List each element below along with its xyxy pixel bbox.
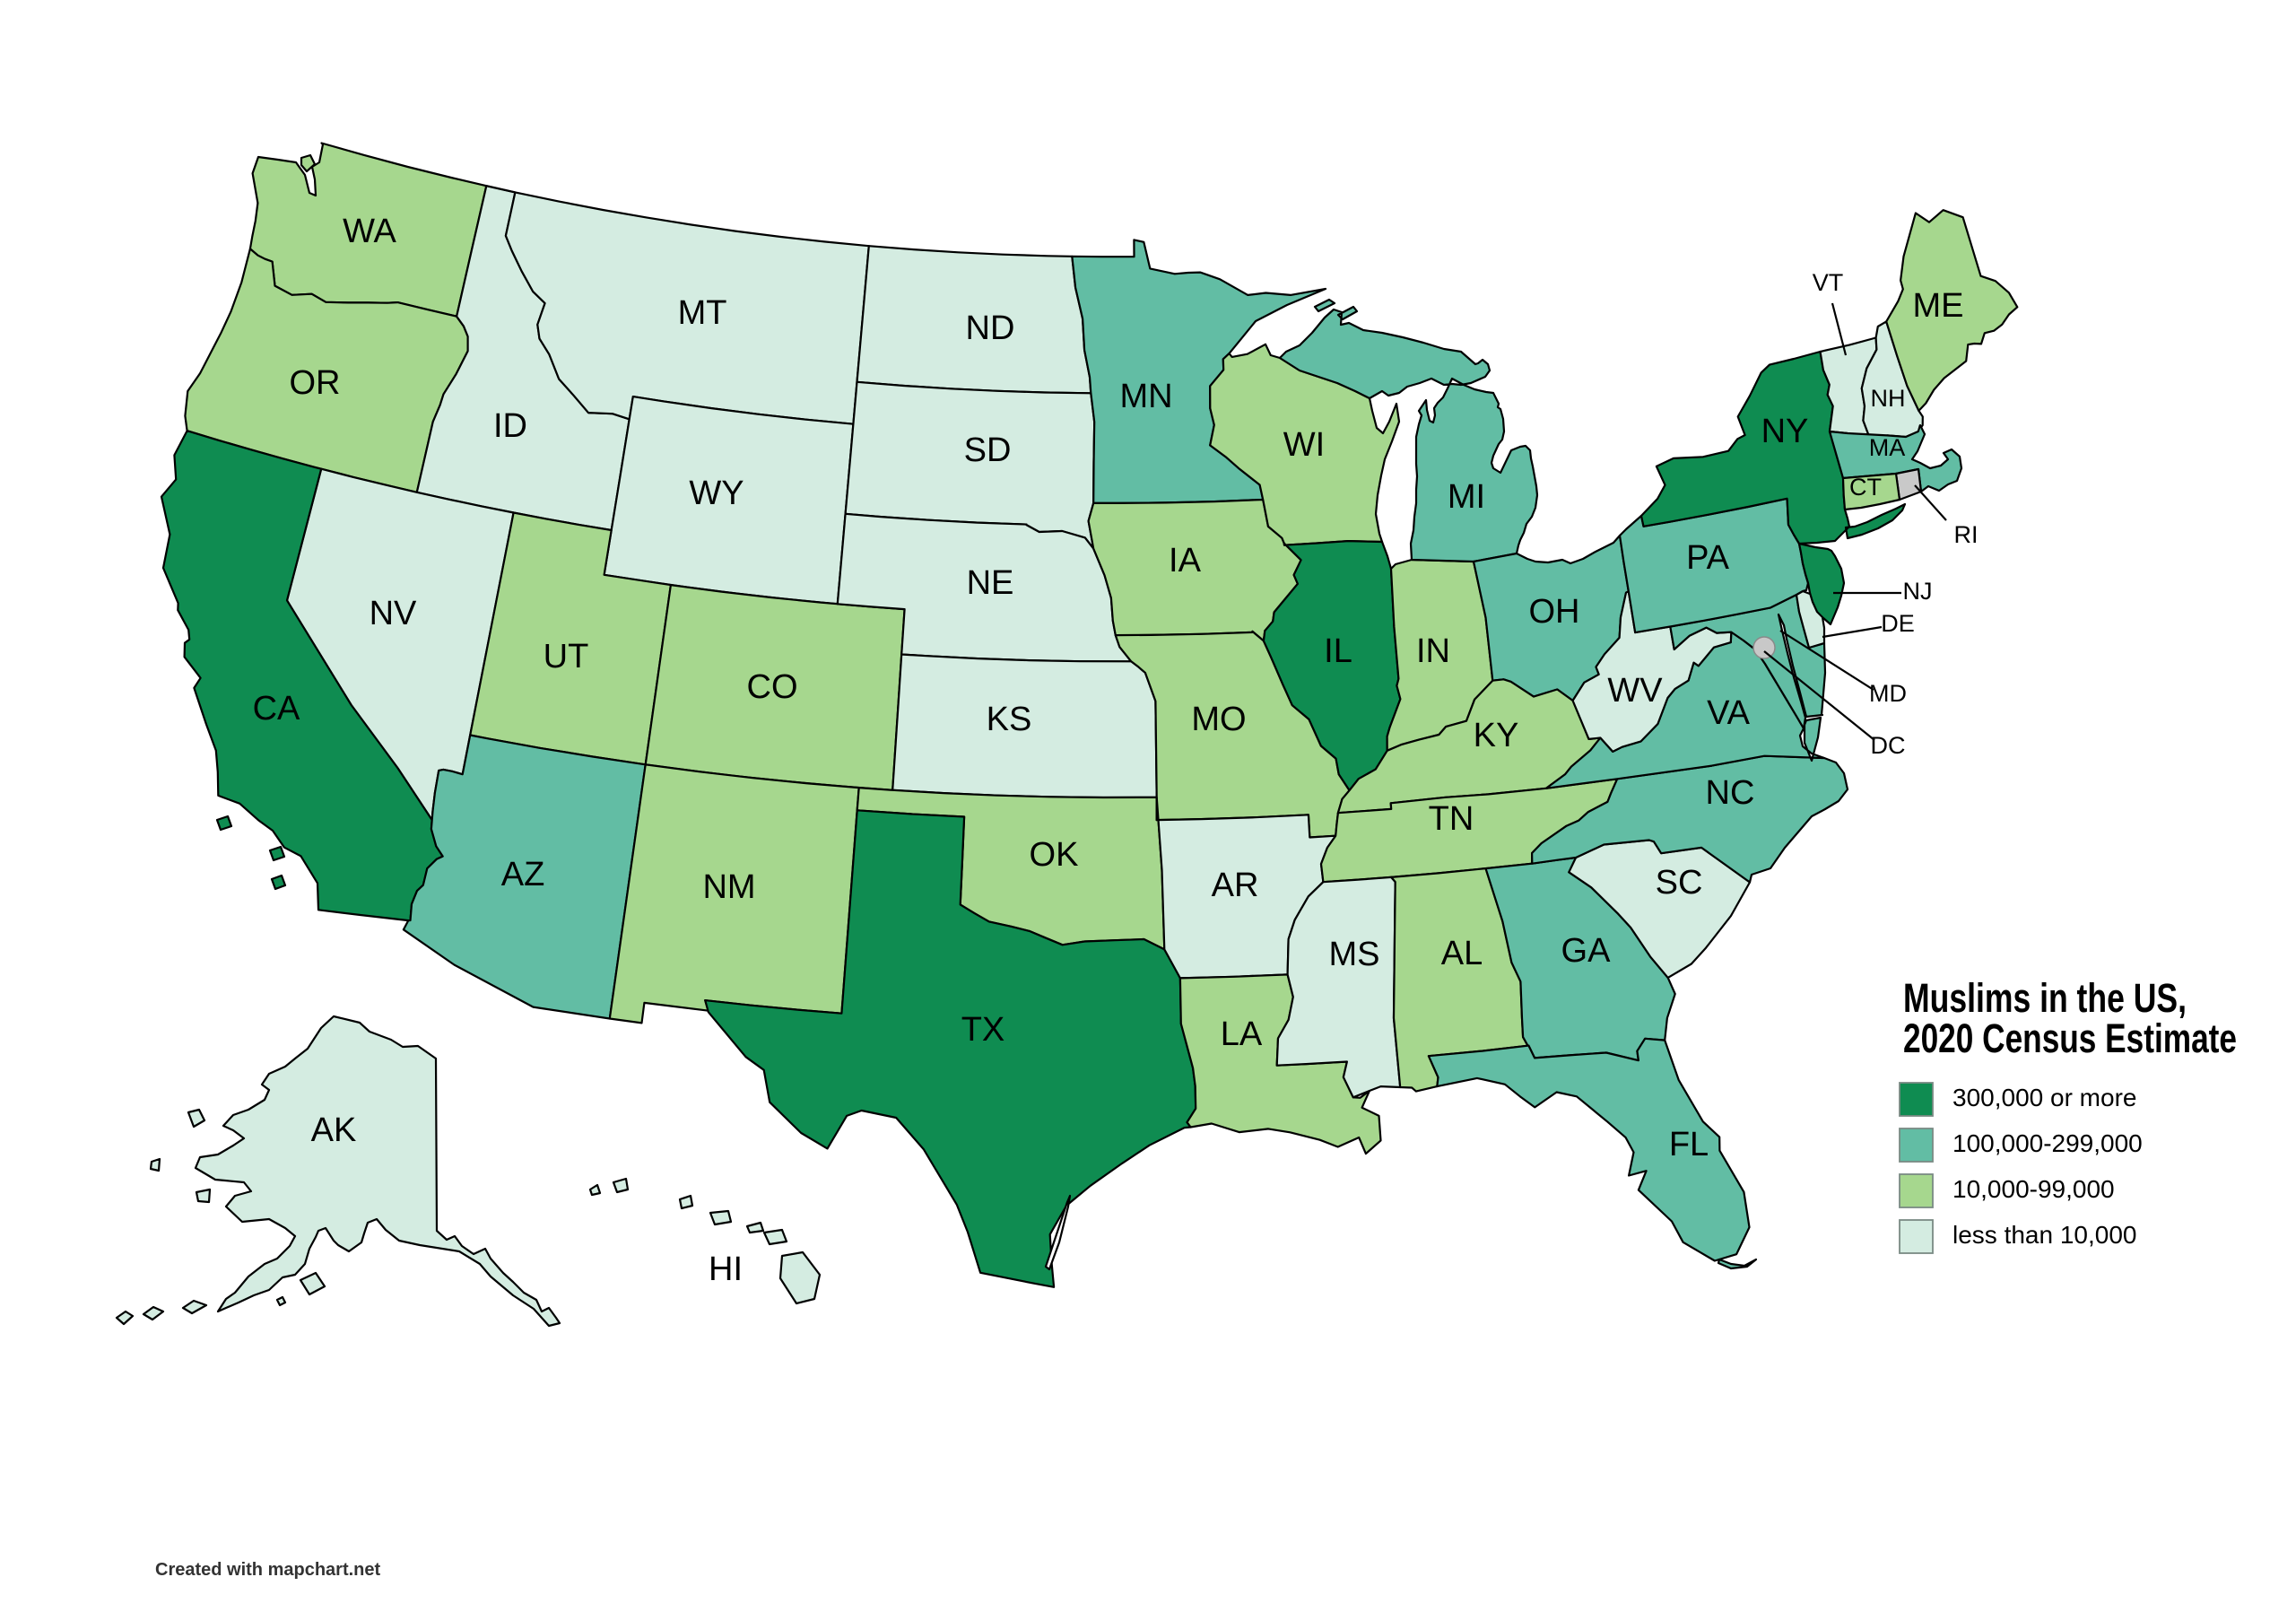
svg-text:ME: ME	[1913, 287, 1964, 325]
svg-text:IN: IN	[1416, 632, 1450, 670]
svg-text:MD: MD	[1869, 680, 1907, 707]
svg-text:NV: NV	[370, 595, 417, 632]
svg-text:100,000-299,000: 100,000-299,000	[1952, 1129, 2143, 1157]
svg-text:SC: SC	[1656, 864, 1703, 902]
svg-text:KY: KY	[1474, 717, 1519, 754]
svg-text:CA: CA	[253, 690, 300, 728]
svg-text:10,000-99,000: 10,000-99,000	[1952, 1175, 2115, 1203]
svg-text:IA: IA	[1169, 542, 1202, 579]
svg-text:MI: MI	[1448, 478, 1485, 516]
svg-text:MN: MN	[1119, 378, 1172, 415]
svg-text:TN: TN	[1429, 800, 1474, 838]
svg-text:OK: OK	[1030, 836, 1079, 874]
svg-text:WV: WV	[1607, 672, 1663, 710]
svg-text:SD: SD	[964, 431, 1012, 469]
svg-text:ND: ND	[966, 309, 1015, 347]
svg-text:2020 Census Estimate: 2020 Census Estimate	[1903, 1015, 2237, 1061]
svg-text:DC: DC	[1871, 732, 1906, 759]
svg-text:AL: AL	[1441, 935, 1483, 972]
svg-text:UT: UT	[544, 638, 589, 675]
svg-text:NH: NH	[1871, 385, 1906, 412]
svg-text:LA: LA	[1221, 1015, 1263, 1053]
svg-text:MS: MS	[1329, 936, 1380, 973]
svg-text:CO: CO	[747, 668, 798, 706]
svg-text:PA: PA	[1686, 539, 1730, 577]
svg-text:NC: NC	[1706, 774, 1755, 812]
svg-text:AZ: AZ	[501, 856, 545, 893]
svg-text:Created with mapchart.net: Created with mapchart.net	[155, 1560, 381, 1580]
svg-text:300,000 or more: 300,000 or more	[1952, 1084, 2136, 1111]
svg-text:CT: CT	[1849, 474, 1882, 501]
svg-text:NE: NE	[967, 564, 1014, 602]
svg-text:MA: MA	[1869, 434, 1906, 461]
svg-text:ID: ID	[493, 407, 527, 445]
svg-text:AK: AK	[311, 1111, 357, 1149]
svg-text:AR: AR	[1212, 867, 1259, 904]
svg-text:KS: KS	[987, 701, 1032, 738]
svg-text:TX: TX	[961, 1011, 1005, 1049]
svg-text:GA: GA	[1561, 932, 1612, 970]
svg-text:RI: RI	[1954, 521, 1979, 548]
svg-text:WA: WA	[343, 213, 396, 250]
svg-text:FL: FL	[1669, 1126, 1709, 1163]
svg-text:IL: IL	[1324, 632, 1352, 670]
svg-text:NY: NY	[1761, 413, 1809, 450]
svg-text:MO: MO	[1191, 701, 1246, 738]
svg-text:less than 10,000: less than 10,000	[1952, 1221, 2137, 1249]
svg-text:OH: OH	[1529, 593, 1580, 631]
svg-text:WY: WY	[689, 475, 744, 512]
svg-text:VA: VA	[1707, 694, 1751, 732]
svg-text:HI: HI	[709, 1250, 743, 1288]
svg-text:WI: WI	[1283, 426, 1325, 464]
svg-text:NM: NM	[702, 868, 755, 906]
svg-text:MT: MT	[678, 294, 727, 332]
svg-text:Muslims in the US,: Muslims in the US,	[1903, 975, 2187, 1021]
svg-text:NJ: NJ	[1903, 578, 1933, 605]
svg-text:DE: DE	[1881, 610, 1915, 637]
svg-text:OR: OR	[290, 364, 341, 402]
svg-text:VT: VT	[1813, 269, 1844, 296]
